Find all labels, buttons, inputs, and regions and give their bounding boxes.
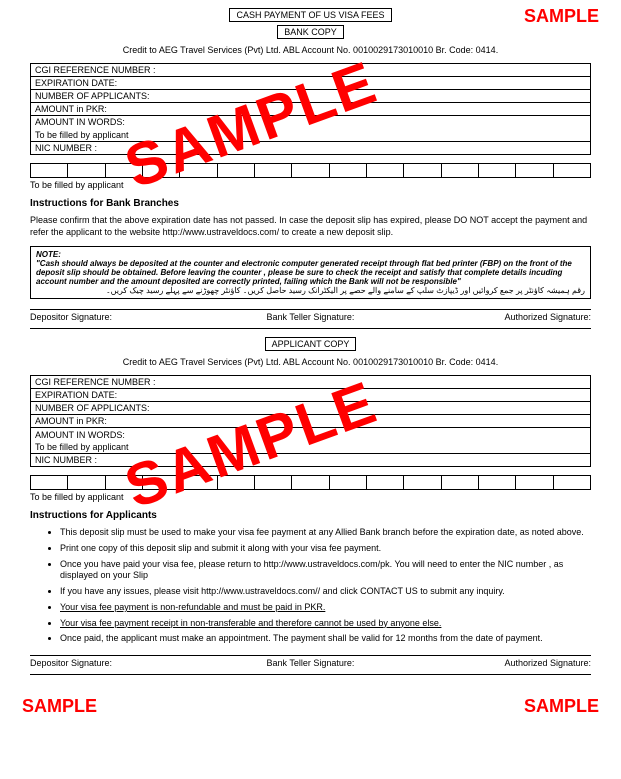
row-amount-words-fill-2: To be filled by applicant [31,441,591,454]
note-box: NOTE: "Cash should always be deposited a… [30,246,591,299]
fill-note-applicant: To be filled by applicant [30,492,591,502]
row-amount-words-fill: To be filled by applicant [31,129,591,142]
bullet-7: Once paid, the applicant must make an ap… [60,633,591,645]
credit-line-bank: Credit to AEG Travel Services (Pvt) Ltd.… [30,45,591,55]
row-expiration-2: EXPIRATION DATE: [31,389,591,402]
row-applicants: NUMBER OF APPLICANTS: [31,90,591,103]
bank-copy-title: BANK COPY [277,25,344,39]
credit-line-applicant: Credit to AEG Travel Services (Pvt) Ltd.… [30,357,591,367]
row-cgi: CGI REFERENCE NUMBER : [31,64,591,77]
bullet-2: Print one copy of this deposit slip and … [60,543,591,555]
applicant-copy-title: APPLICANT COPY [265,337,357,351]
divider [30,328,591,329]
bullet-5: Your visa fee payment is non-refundable … [60,602,591,614]
fill-note-bank: To be filled by applicant [30,180,591,190]
sig-teller-2: Bank Teller Signature: [217,658,404,668]
note-label: NOTE: [36,250,585,259]
sig-depositor-2: Depositor Signature: [30,658,217,668]
main-title: CASH PAYMENT OF US VISA FEES [229,8,391,22]
sig-authorized-2: Authorized Signature: [404,658,591,668]
row-nic-2: NIC NUMBER : [31,454,591,467]
row-cgi-2: CGI REFERENCE NUMBER : [31,376,591,389]
bullet-1: This deposit slip must be used to make y… [60,527,591,539]
para-bank-instructions: Please confirm that the above expiration… [30,215,591,238]
note-body: "Cash should always be deposited at the … [36,259,585,286]
applicant-form-table: CGI REFERENCE NUMBER : EXPIRATION DATE: … [30,375,591,467]
signature-row-bank: Depositor Signature: Bank Teller Signatu… [30,309,591,322]
row-amount-pkr: AMOUNT in PKR: [31,103,591,116]
signature-row-applicant: Depositor Signature: Bank Teller Signatu… [30,655,591,668]
bank-form-table: CGI REFERENCE NUMBER : EXPIRATION DATE: … [30,63,591,155]
heading-applicant-instructions: Instructions for Applicants [30,510,591,521]
bullet-3: Once you have paid your visa fee, please… [60,559,591,582]
nic-boxes-bank [30,163,591,178]
heading-bank-instructions: Instructions for Bank Branches [30,198,591,209]
row-expiration: EXPIRATION DATE: [31,77,591,90]
nic-boxes-applicant [30,475,591,490]
note-urdu: رقم ہمیشہ کاؤنٹر پر جمع کروائیں اور ڈیپا… [36,286,585,295]
row-amount-words-2: AMOUNT IN WORDS: [31,428,591,441]
row-nic: NIC NUMBER : [31,142,591,155]
sig-teller: Bank Teller Signature: [217,312,404,322]
divider-bottom [30,674,591,675]
row-amount-pkr-2: AMOUNT in PKR: [31,415,591,428]
bullet-6: Your visa fee payment receipt in non-tra… [60,618,591,630]
row-applicants-2: NUMBER OF APPLICANTS: [31,402,591,415]
bullet-4: If you have any issues, please visit htt… [60,586,591,598]
row-amount-words: AMOUNT IN WORDS: [31,116,591,129]
sig-depositor: Depositor Signature: [30,312,217,322]
sig-authorized: Authorized Signature: [404,312,591,322]
applicant-bullets: This deposit slip must be used to make y… [60,527,591,645]
